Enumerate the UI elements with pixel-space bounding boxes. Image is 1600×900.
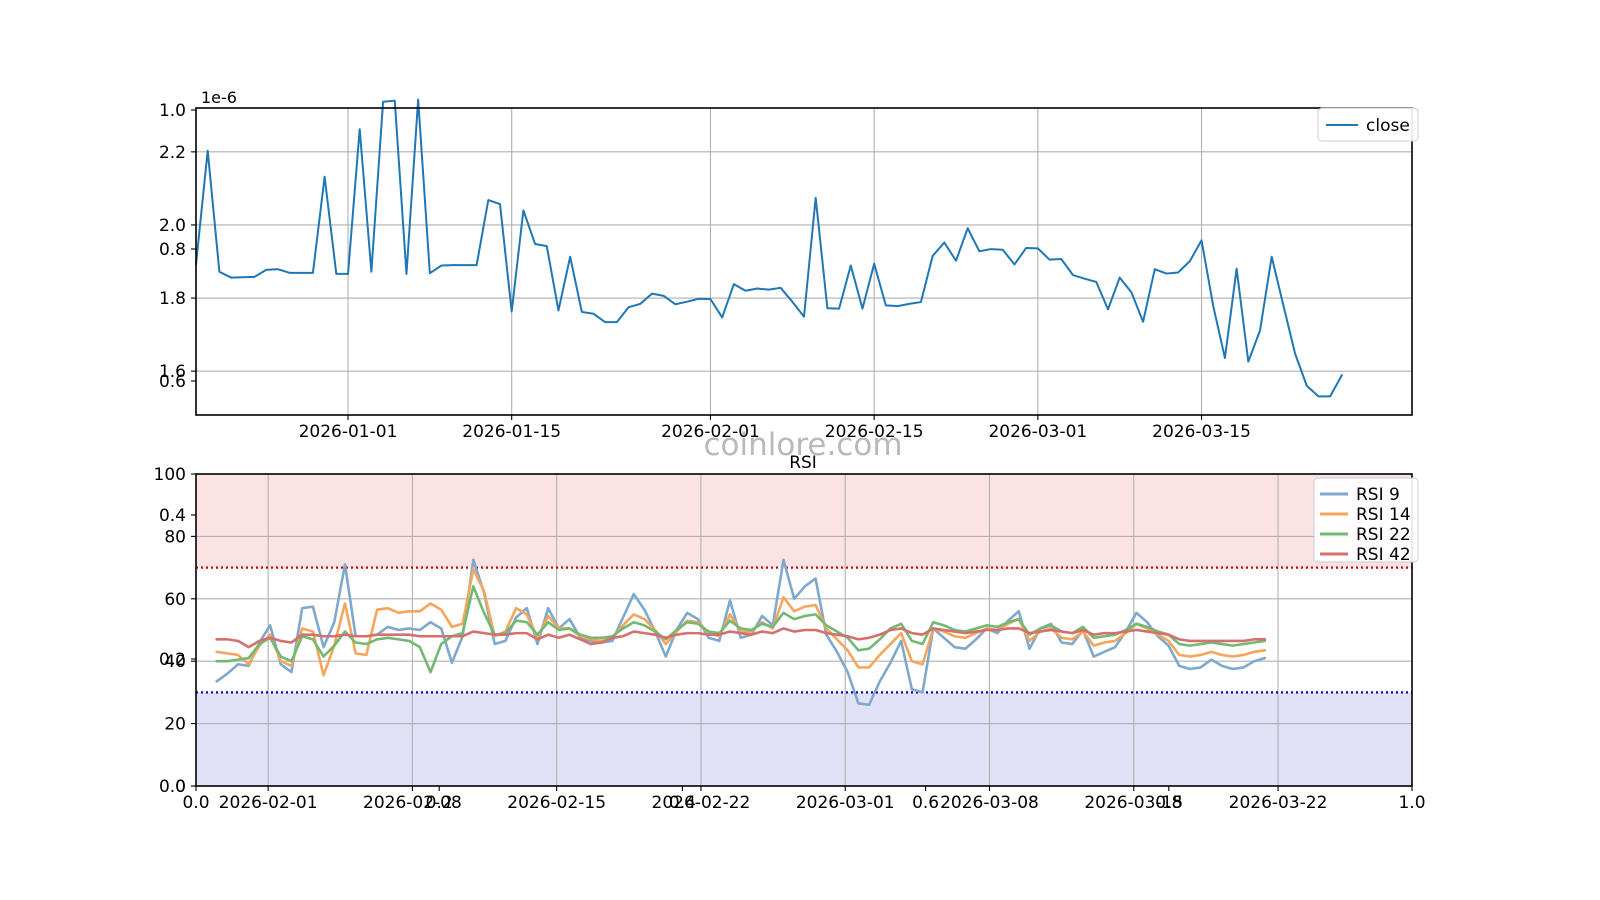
- rsi-ytick-label: 80: [164, 527, 186, 547]
- price-ytick-label: 1.8: [159, 289, 186, 309]
- price-line-close: [195, 98, 1343, 398]
- rsi-ytick-overlay-label: 0.0: [159, 777, 186, 797]
- price-ytick-overlay-label: 1.0: [159, 101, 186, 121]
- rsi-xtick-label: 2026-03-01: [796, 793, 895, 813]
- rsi-legend-box[interactable]: [1313, 477, 1419, 563]
- price-series-lines: [195, 98, 1343, 398]
- rsi-line-rsi-9: [215, 558, 1267, 707]
- rsi-legend-label-rsi-9: RSI 9: [1356, 485, 1400, 505]
- price-offset-text: 1e-6: [201, 88, 237, 107]
- price-y-tick-labels-overlay: 0.6 0.8 1.0: [159, 101, 196, 392]
- rsi-xtick-label: 2026-02-08: [363, 793, 462, 813]
- price-legend-label-close: close: [1366, 116, 1410, 136]
- rsi-threshold-bands: [196, 474, 1412, 786]
- price-ytick-overlay-label: 0.6: [159, 372, 186, 392]
- rsi-plot-border: [195, 473, 1413, 787]
- rsi-xtick-overlay-label: 0.2: [426, 793, 453, 813]
- rsi-axes-spines: [195, 473, 1413, 787]
- price-plot-border: [195, 107, 1413, 416]
- rsi-xtick-overlay-label: 0.4: [669, 793, 696, 813]
- rsi-ytick-label: 60: [164, 590, 186, 610]
- price-ytick-label: 2.2: [159, 143, 186, 163]
- price-ytick-overlay-label: 0.8: [159, 240, 186, 260]
- price-xtick-label: 2026-01-15: [462, 422, 561, 442]
- rsi-xtick-label: 2026-02-22: [652, 793, 751, 813]
- price-axes-spines: [195, 107, 1413, 416]
- rsi-ytick-overlay-label: 0.4: [159, 506, 186, 526]
- watermark-label: coinlore.com: [703, 427, 902, 463]
- price-xtick-label: 2026-03-15: [1152, 422, 1251, 442]
- rsi-legend-label-rsi-22: RSI 22: [1356, 525, 1411, 545]
- rsi-xtick-label: 2026-03-22: [1229, 793, 1328, 813]
- rsi-ytick-overlay-label: 0.2: [159, 650, 186, 670]
- rsi-xtick-overlay-label: 1.0: [1398, 793, 1425, 813]
- rsi-xtick-overlay-label: 0.6: [912, 793, 939, 813]
- rsi-y-tick-labels-overlay: 0.0 0.2 0.4: [159, 506, 196, 797]
- price-y-tick-labels: 1.6 1.8 2.0 2.2: [159, 143, 196, 382]
- price-x-tick-labels: 2026-01-01 2026-01-15 2026-02-01 2026-02-15…: [299, 415, 1251, 442]
- rsi-y-tick-labels: 0 20 40 60 80 100: [154, 465, 196, 797]
- rsi-x-tick-labels: 2026-02-01 2026-02-08 2026-02-15 2026-02-22…: [219, 786, 1328, 813]
- rsi-ytick-label: 100: [154, 465, 186, 485]
- rsi-x-tick-labels-overlay: 0.0 0.2 0.4 0.6 0.8 1.0: [182, 786, 1426, 813]
- price-legend-box[interactable]: [1317, 107, 1419, 142]
- rsi-ytick-label: 40: [164, 652, 186, 672]
- rsi-series-lines: [215, 558, 1267, 707]
- rsi-xtick-overlay-label: 0.0: [182, 793, 209, 813]
- rsi-overbought-band: [196, 474, 1412, 568]
- rsi-ytick-label: 0: [175, 777, 186, 797]
- price-legend[interactable]: close: [1317, 107, 1419, 142]
- rsi-xtick-overlay-label: 0.8: [1155, 793, 1182, 813]
- price-xtick-label: 2026-01-01: [299, 422, 398, 442]
- rsi-oversold-band: [196, 692, 1412, 786]
- price-xtick-label: 2026-02-01: [661, 422, 760, 442]
- rsi-legend-label-rsi-14: RSI 14: [1356, 505, 1411, 525]
- price-ytick-label: 1.6: [159, 362, 186, 382]
- rsi-line-rsi-42: [215, 627, 1267, 649]
- rsi-title: RSI: [789, 453, 817, 473]
- rsi-line-rsi-14: [215, 567, 1267, 677]
- price-xtick-label: 2026-02-15: [825, 422, 924, 442]
- rsi-xtick-label: 2026-03-08: [940, 793, 1039, 813]
- price-ytick-label: 2.0: [159, 216, 186, 236]
- rsi-xtick-label: 2026-02-15: [507, 793, 606, 813]
- rsi-legend-label-rsi-42: RSI 42: [1356, 545, 1411, 565]
- rsi-xtick-label: 2026-03-15: [1084, 793, 1183, 813]
- price-panel: 1.61.82.02.2 0.60.81.0 2026-01-01 2026-01…: [159, 88, 1419, 442]
- price-xtick-label: 2026-03-01: [988, 422, 1087, 442]
- rsi-ytick-label: 20: [164, 715, 186, 735]
- rsi-xtick-label: 2026-02-01: [219, 793, 318, 813]
